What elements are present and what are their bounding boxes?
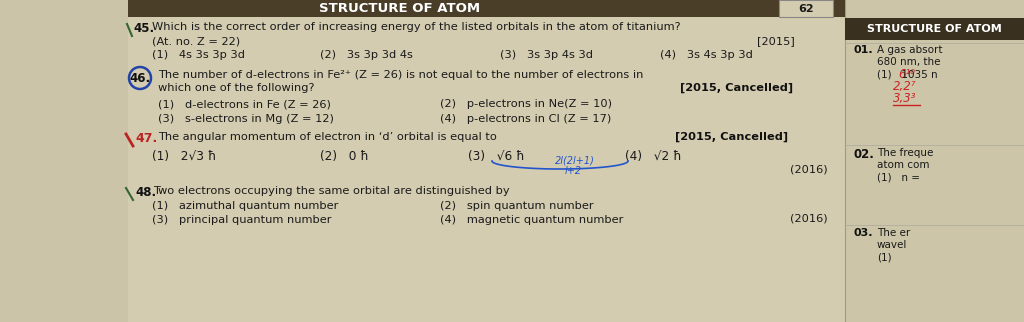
Text: 46.: 46. — [129, 71, 151, 84]
Text: (2)   3s 3p 3d 4s: (2) 3s 3p 3d 4s — [319, 50, 413, 60]
Bar — [128, 0, 845, 322]
Bar — [845, 0, 1024, 322]
Text: 01.: 01. — [853, 45, 872, 55]
Text: 2,2⁷: 2,2⁷ — [893, 80, 916, 93]
Bar — [845, 18, 1024, 40]
Text: (2)   p-electrons in Ne(Z = 10): (2) p-electrons in Ne(Z = 10) — [440, 99, 612, 109]
Text: (1)   azimuthal quantum number: (1) azimuthal quantum number — [152, 201, 338, 211]
FancyBboxPatch shape — [779, 0, 833, 17]
Text: 62: 62 — [798, 4, 814, 14]
Text: atom com: atom com — [877, 160, 930, 170]
Text: 2l(2l+1): 2l(2l+1) — [555, 155, 595, 165]
Text: The freque: The freque — [877, 148, 933, 158]
Text: (2)   0 ħ: (2) 0 ħ — [319, 150, 369, 163]
Text: which one of the following?: which one of the following? — [158, 83, 314, 93]
Text: (2016): (2016) — [790, 213, 827, 223]
Text: l+2: l+2 — [565, 166, 582, 176]
Text: (3)   principal quantum number: (3) principal quantum number — [152, 215, 332, 225]
Text: The er: The er — [877, 228, 910, 238]
Text: Which is the correct order of increasing energy of the listed orbitals in the at: Which is the correct order of increasing… — [152, 22, 681, 32]
Text: 47.: 47. — [135, 132, 158, 145]
Text: 680 nm, the: 680 nm, the — [877, 57, 940, 67]
Text: 03.: 03. — [853, 228, 872, 238]
Text: (2)   spin quantum number: (2) spin quantum number — [440, 201, 594, 211]
Text: (At. no. Z = 22): (At. no. Z = 22) — [152, 36, 240, 46]
Text: 45.: 45. — [133, 22, 155, 35]
Text: (1)   4s 3s 3p 3d: (1) 4s 3s 3p 3d — [152, 50, 245, 60]
Text: STRUCTURE OF ATOM: STRUCTURE OF ATOM — [319, 2, 480, 15]
Text: (1)   2√3 ħ: (1) 2√3 ħ — [152, 150, 216, 163]
Text: 6¹⁰: 6¹⁰ — [898, 68, 915, 81]
Text: (1): (1) — [877, 252, 892, 262]
Text: (3)   3s 3p 4s 3d: (3) 3s 3p 4s 3d — [500, 50, 593, 60]
Text: A gas absort: A gas absort — [877, 45, 942, 55]
Text: (3)   s-electrons in Mg (Z = 12): (3) s-electrons in Mg (Z = 12) — [158, 114, 334, 124]
Text: [2015, Cancelled]: [2015, Cancelled] — [680, 83, 794, 93]
Text: (1)   n =: (1) n = — [877, 172, 920, 182]
Text: [2015]: [2015] — [757, 36, 795, 46]
Text: (4)   magnetic quantum number: (4) magnetic quantum number — [440, 215, 624, 225]
Text: Two electrons occupying the same orbital are distinguished by: Two electrons occupying the same orbital… — [153, 186, 510, 196]
Text: The angular momentum of electron in ‘d’ orbital is equal to: The angular momentum of electron in ‘d’ … — [158, 132, 497, 142]
Text: (3)   √6 ħ: (3) √6 ħ — [468, 150, 524, 163]
Text: The number of d-electrons in Fe²⁺ (Z = 26) is not equal to the number of electro: The number of d-electrons in Fe²⁺ (Z = 2… — [158, 70, 643, 80]
Text: (2016): (2016) — [790, 164, 827, 174]
Text: (4)   √2 ħ: (4) √2 ħ — [625, 150, 682, 163]
Text: STRUCTURE OF ATOM: STRUCTURE OF ATOM — [867, 24, 1001, 34]
Text: [2015, Cancelled]: [2015, Cancelled] — [675, 132, 788, 142]
Text: (1)   d-electrons in Fe (Z = 26): (1) d-electrons in Fe (Z = 26) — [158, 99, 331, 109]
Bar — [128, 0, 845, 17]
Text: wavel: wavel — [877, 240, 907, 250]
Text: 02.: 02. — [853, 148, 873, 161]
Text: (4)   p-electrons in Cl (Z = 17): (4) p-electrons in Cl (Z = 17) — [440, 114, 611, 124]
Text: (1)   1035 n: (1) 1035 n — [877, 69, 938, 79]
Text: 48.: 48. — [135, 186, 156, 199]
Text: (4)   3s 4s 3p 3d: (4) 3s 4s 3p 3d — [660, 50, 753, 60]
Text: 3,3³: 3,3³ — [893, 92, 916, 105]
